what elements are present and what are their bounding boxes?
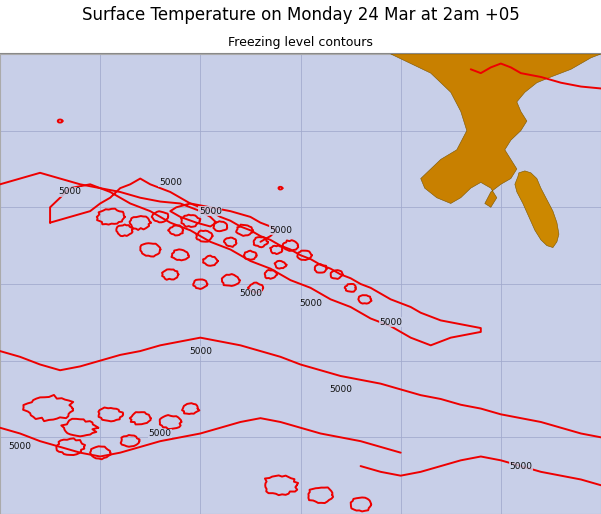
Text: 5000: 5000: [159, 178, 182, 187]
Text: 5000: 5000: [329, 385, 352, 394]
Text: 5000: 5000: [299, 299, 322, 308]
Text: 5000: 5000: [59, 188, 82, 196]
Text: 5000: 5000: [269, 226, 292, 235]
Polygon shape: [515, 171, 559, 248]
Polygon shape: [391, 54, 601, 207]
Text: 5000: 5000: [239, 289, 262, 298]
Text: Freezing level contours: Freezing level contours: [228, 35, 373, 49]
Text: 5000: 5000: [379, 318, 402, 327]
Text: 5000: 5000: [199, 207, 222, 216]
Text: 5000: 5000: [189, 346, 212, 356]
Text: 5000: 5000: [510, 462, 532, 471]
Text: 5000: 5000: [8, 443, 31, 451]
Text: Surface Temperature on Monday 24 Mar at 2am +05: Surface Temperature on Monday 24 Mar at …: [82, 6, 519, 24]
Text: 5000: 5000: [149, 429, 172, 438]
